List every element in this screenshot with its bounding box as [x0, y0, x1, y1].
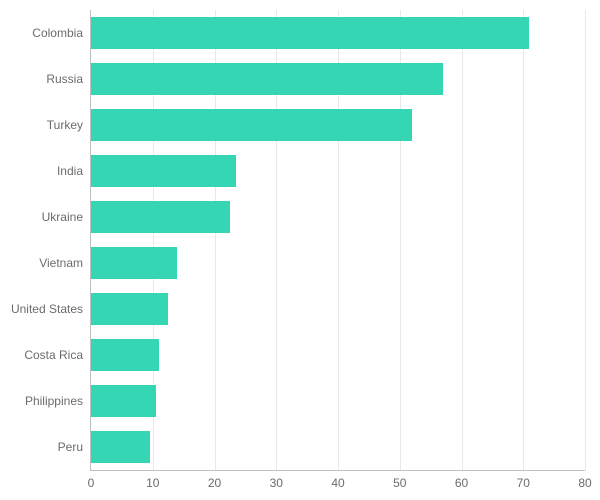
chart-row: Vietnam [91, 240, 585, 286]
y-axis-label: Russia [46, 72, 91, 86]
chart-row: Turkey [91, 102, 585, 148]
bar [91, 385, 156, 417]
chart-row: Colombia [91, 10, 585, 56]
plot-area: ColombiaRussiaTurkeyIndiaUkraineVietnamU… [90, 10, 585, 471]
x-tick-label: 60 [455, 476, 468, 490]
y-axis-label: Peru [58, 440, 91, 454]
x-tick-label: 10 [146, 476, 159, 490]
x-tick-label: 50 [393, 476, 406, 490]
x-tick-label: 40 [331, 476, 344, 490]
chart-row: Russia [91, 56, 585, 102]
x-tick-label: 20 [208, 476, 221, 490]
y-axis-label: India [57, 164, 91, 178]
bar [91, 63, 443, 95]
x-tick-label: 70 [517, 476, 530, 490]
country-bar-chart: ColombiaRussiaTurkeyIndiaUkraineVietnamU… [0, 0, 600, 500]
y-axis-label: Ukraine [42, 210, 91, 224]
chart-row: Peru [91, 424, 585, 470]
gridline [585, 10, 586, 470]
y-axis-label: Vietnam [39, 256, 91, 270]
x-tick-label: 80 [578, 476, 591, 490]
y-axis-label: United States [11, 302, 91, 316]
y-axis-label: Costa Rica [24, 348, 91, 362]
bar [91, 339, 159, 371]
bar [91, 201, 230, 233]
bar [91, 431, 150, 463]
bar [91, 17, 529, 49]
chart-row: Philippines [91, 378, 585, 424]
chart-row: India [91, 148, 585, 194]
x-tick-label: 0 [88, 476, 95, 490]
bar [91, 109, 412, 141]
y-axis-label: Colombia [32, 26, 91, 40]
bar [91, 293, 168, 325]
chart-row: United States [91, 286, 585, 332]
chart-row: Ukraine [91, 194, 585, 240]
x-tick-label: 30 [270, 476, 283, 490]
y-axis-label: Turkey [47, 118, 91, 132]
bar [91, 155, 236, 187]
chart-row: Costa Rica [91, 332, 585, 378]
bar [91, 247, 177, 279]
y-axis-label: Philippines [25, 394, 91, 408]
